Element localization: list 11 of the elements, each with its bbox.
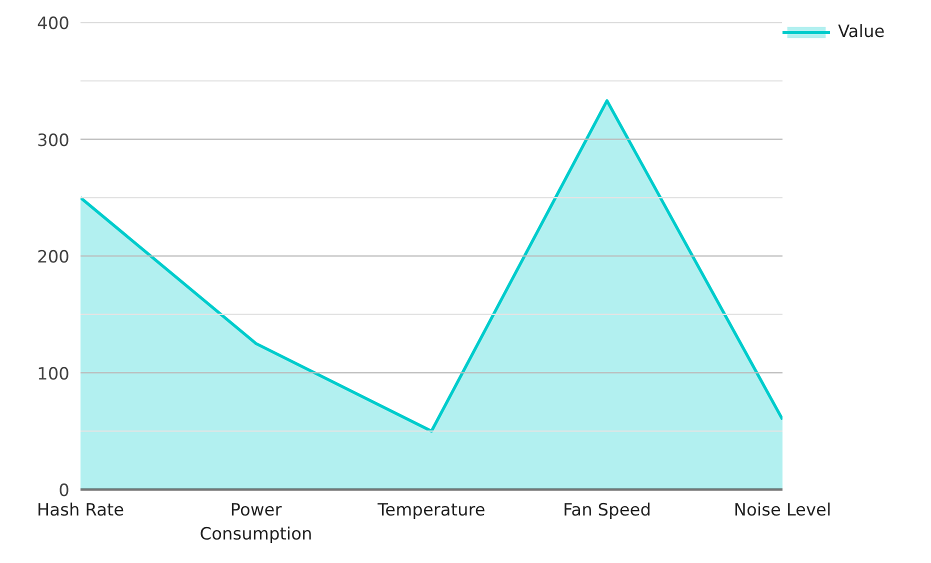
y-tick-label: 400 [37,14,70,34]
legend-label: Value [838,22,885,42]
x-tick-label: Noise Level [734,500,832,520]
x-tick-label: Power Consumption [200,500,312,544]
y-tick-label: 200 [37,248,70,268]
x-tick-label: Fan Speed [562,500,652,520]
y-tick-label: 300 [37,130,70,151]
x-tick-label: Hash Rate [36,500,124,520]
y-tick-label: 100 [37,364,70,384]
x-tick-label: Temperature [376,500,486,520]
y-tick-label: 0 [58,481,70,501]
